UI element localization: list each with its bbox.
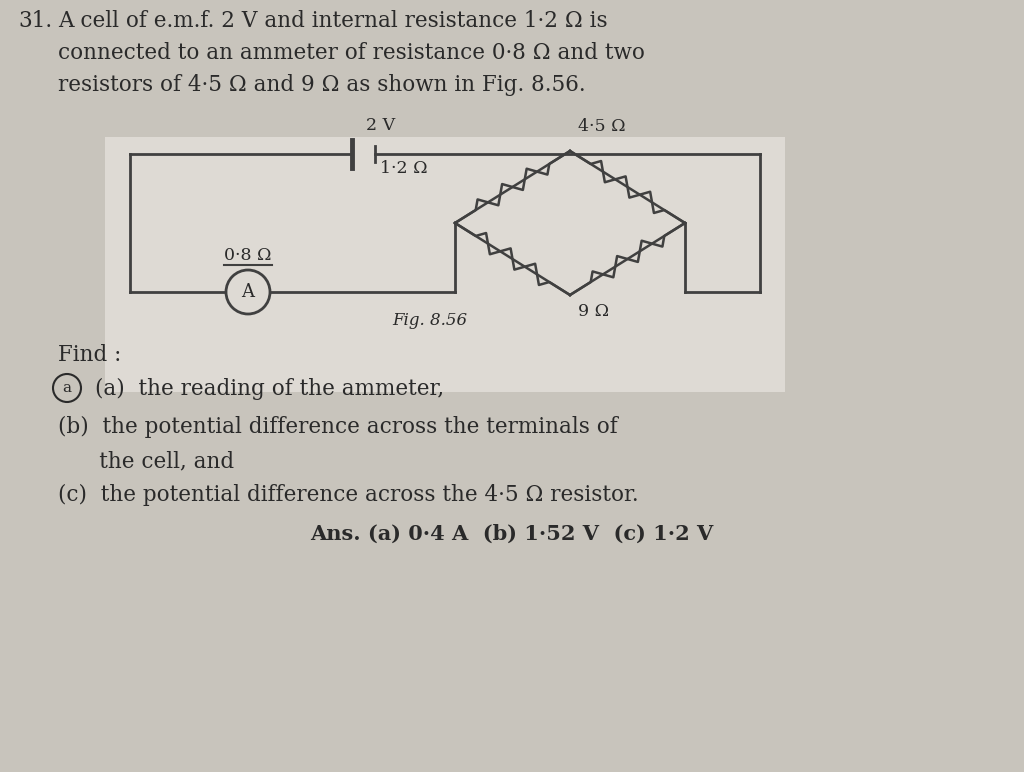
Text: 2 V: 2 V	[366, 117, 395, 134]
Text: Fig. 8.56: Fig. 8.56	[392, 312, 468, 329]
Text: 4·5 Ω: 4·5 Ω	[578, 118, 626, 135]
Text: resistors of 4·5 Ω and 9 Ω as shown in Fig. 8.56.: resistors of 4·5 Ω and 9 Ω as shown in F…	[58, 74, 586, 96]
Text: (b)  the potential difference across the terminals of: (b) the potential difference across the …	[58, 416, 617, 438]
Text: 1·2 Ω: 1·2 Ω	[380, 160, 427, 177]
Text: A cell of e.m.f. 2 V and internal resistance 1·2 Ω is: A cell of e.m.f. 2 V and internal resist…	[58, 10, 607, 32]
Text: Find :: Find :	[58, 344, 122, 366]
Text: connected to an ammeter of resistance 0·8 Ω and two: connected to an ammeter of resistance 0·…	[58, 42, 645, 64]
Circle shape	[226, 270, 270, 314]
Text: (c)  the potential difference across the 4·5 Ω resistor.: (c) the potential difference across the …	[58, 484, 639, 506]
Text: 31.: 31.	[18, 10, 52, 32]
Text: a: a	[62, 381, 72, 395]
Text: Ans. (a) 0·4 A  (b) 1·52 V  (c) 1·2 V: Ans. (a) 0·4 A (b) 1·52 V (c) 1·2 V	[310, 524, 714, 544]
Text: the cell, and: the cell, and	[58, 450, 234, 472]
Text: A: A	[242, 283, 255, 301]
Text: 9 Ω: 9 Ω	[578, 303, 609, 320]
Text: 0·8 Ω: 0·8 Ω	[224, 247, 271, 264]
FancyBboxPatch shape	[105, 137, 785, 392]
Text: (a)  the reading of the ammeter,: (a) the reading of the ammeter,	[95, 378, 444, 400]
